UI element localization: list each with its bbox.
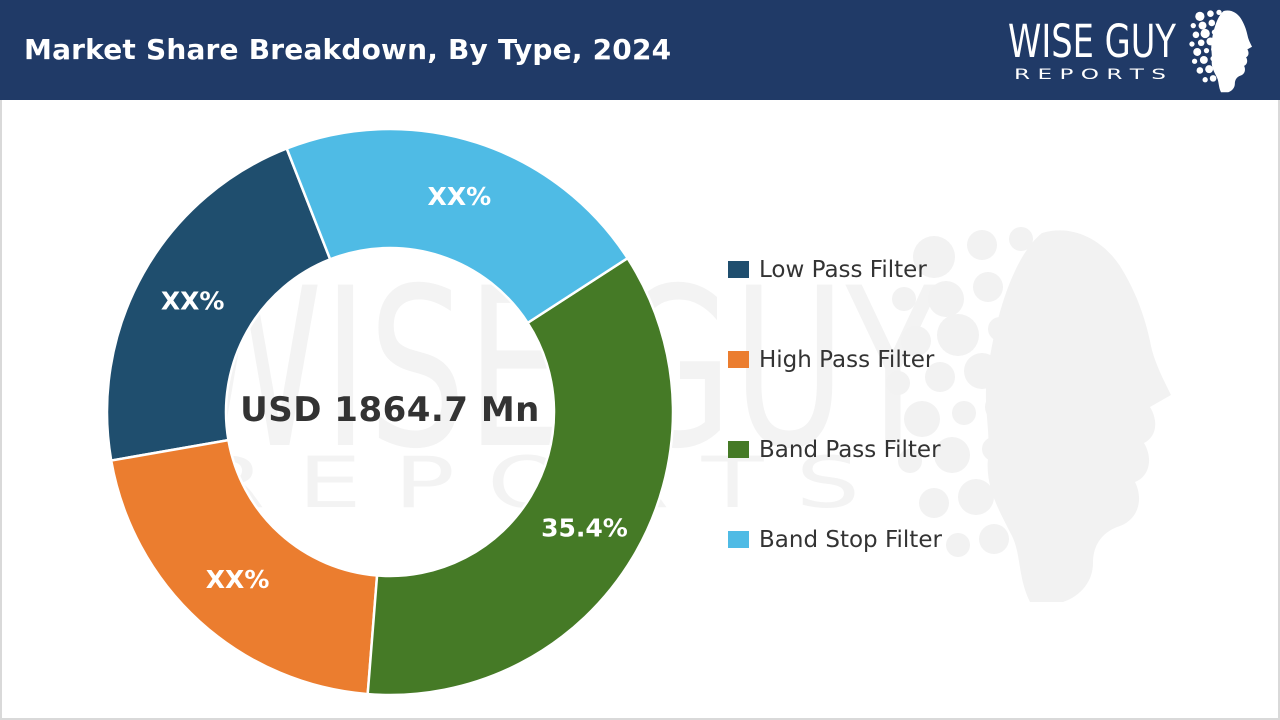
legend-swatch-band-stop-filter xyxy=(728,531,749,548)
chart-legend: Low Pass Filter High Pass Filter Band Pa… xyxy=(728,253,942,613)
logo-face-icon xyxy=(1189,9,1253,93)
legend-swatch-band-pass-filter xyxy=(728,441,749,458)
legend-swatch-low-pass-filter xyxy=(728,261,749,278)
page-title: Market Share Breakdown, By Type, 2024 xyxy=(24,32,672,66)
header-bar: Market Share Breakdown, By Type, 2024 WI… xyxy=(0,0,1280,100)
legend-label: Band Stop Filter xyxy=(759,526,942,553)
legend-item-band-pass-filter: Band Pass Filter xyxy=(728,433,942,466)
logo-reports-text: R E P O R T S xyxy=(1014,67,1166,83)
segment-value-label-high-pass-filter: XX% xyxy=(206,565,270,594)
donut-segment-band-stop-filter xyxy=(285,127,629,325)
legend-label: Low Pass Filter xyxy=(759,256,927,283)
legend-label: High Pass Filter xyxy=(759,346,935,373)
wise-guy-logo: WISE GUY R E P O R T S xyxy=(1008,9,1253,93)
legend-swatch-high-pass-filter xyxy=(728,351,749,368)
legend-item-high-pass-filter: High Pass Filter xyxy=(728,343,942,376)
donut-segment-low-pass-filter xyxy=(105,147,332,462)
logo-wordmark: WISE GUY xyxy=(1008,15,1176,68)
donut-segment-band-pass-filter xyxy=(366,256,675,697)
donut-chart: XX% XX% 35.4% XX% xyxy=(105,127,675,697)
legend-label: Band Pass Filter xyxy=(759,436,941,463)
segment-value-label-low-pass-filter: XX% xyxy=(161,286,225,315)
legend-item-band-stop-filter: Band Stop Filter xyxy=(728,523,942,556)
donut-segment-high-pass-filter xyxy=(109,438,379,696)
legend-item-low-pass-filter: Low Pass Filter xyxy=(728,253,942,286)
segment-value-label-band-stop-filter: XX% xyxy=(428,182,492,211)
segment-value-label-band-pass-filter: 35.4% xyxy=(541,513,628,542)
chart-center-value: USD 1864.7 Mn xyxy=(240,390,540,430)
